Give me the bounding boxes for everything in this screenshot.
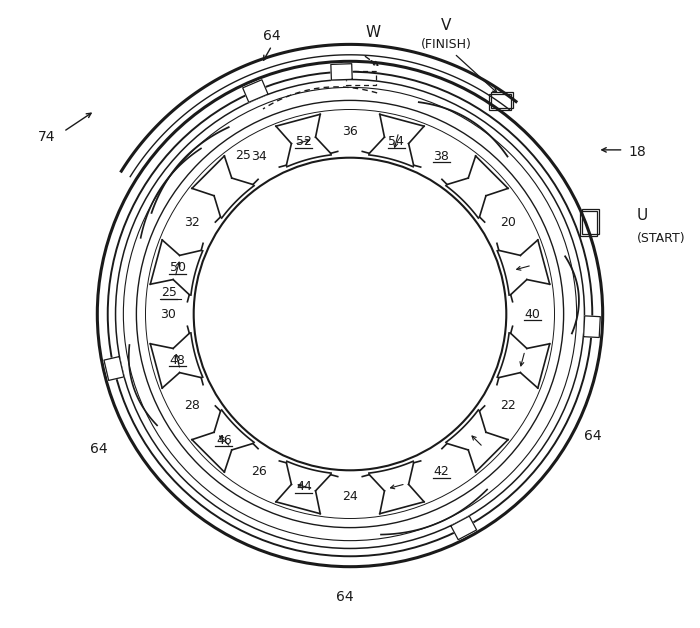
Text: V: V <box>441 18 452 33</box>
Polygon shape <box>331 63 352 80</box>
Text: U: U <box>636 207 648 222</box>
Text: 26: 26 <box>251 465 267 479</box>
Text: 64: 64 <box>584 430 602 443</box>
Text: 64: 64 <box>336 590 354 604</box>
Text: 24: 24 <box>342 490 358 503</box>
Text: 25: 25 <box>161 286 177 299</box>
Text: 54: 54 <box>389 135 404 148</box>
Text: 40: 40 <box>524 308 540 320</box>
Text: 64: 64 <box>263 29 281 43</box>
Text: 20: 20 <box>500 216 516 229</box>
Text: 50: 50 <box>169 261 186 274</box>
Text: 34: 34 <box>251 149 267 163</box>
Polygon shape <box>243 80 268 102</box>
Polygon shape <box>451 516 477 539</box>
Text: 22: 22 <box>500 399 516 412</box>
Text: 36: 36 <box>342 125 358 138</box>
Text: 30: 30 <box>160 308 176 320</box>
Text: 38: 38 <box>433 149 449 163</box>
Text: 74: 74 <box>38 130 55 144</box>
Text: 28: 28 <box>184 399 200 412</box>
Text: (FINISH): (FINISH) <box>421 38 472 51</box>
Text: (START): (START) <box>636 232 685 245</box>
Text: 64: 64 <box>90 443 108 457</box>
Text: W: W <box>366 26 381 40</box>
Text: 25: 25 <box>235 149 251 161</box>
Text: 42: 42 <box>433 465 449 479</box>
Text: 32: 32 <box>184 216 200 229</box>
Text: 44: 44 <box>296 480 312 493</box>
Text: 52: 52 <box>296 135 312 148</box>
Text: 46: 46 <box>216 434 232 447</box>
Text: 18: 18 <box>629 146 647 160</box>
Polygon shape <box>104 357 124 381</box>
Polygon shape <box>584 316 601 337</box>
Text: 48: 48 <box>169 354 186 367</box>
